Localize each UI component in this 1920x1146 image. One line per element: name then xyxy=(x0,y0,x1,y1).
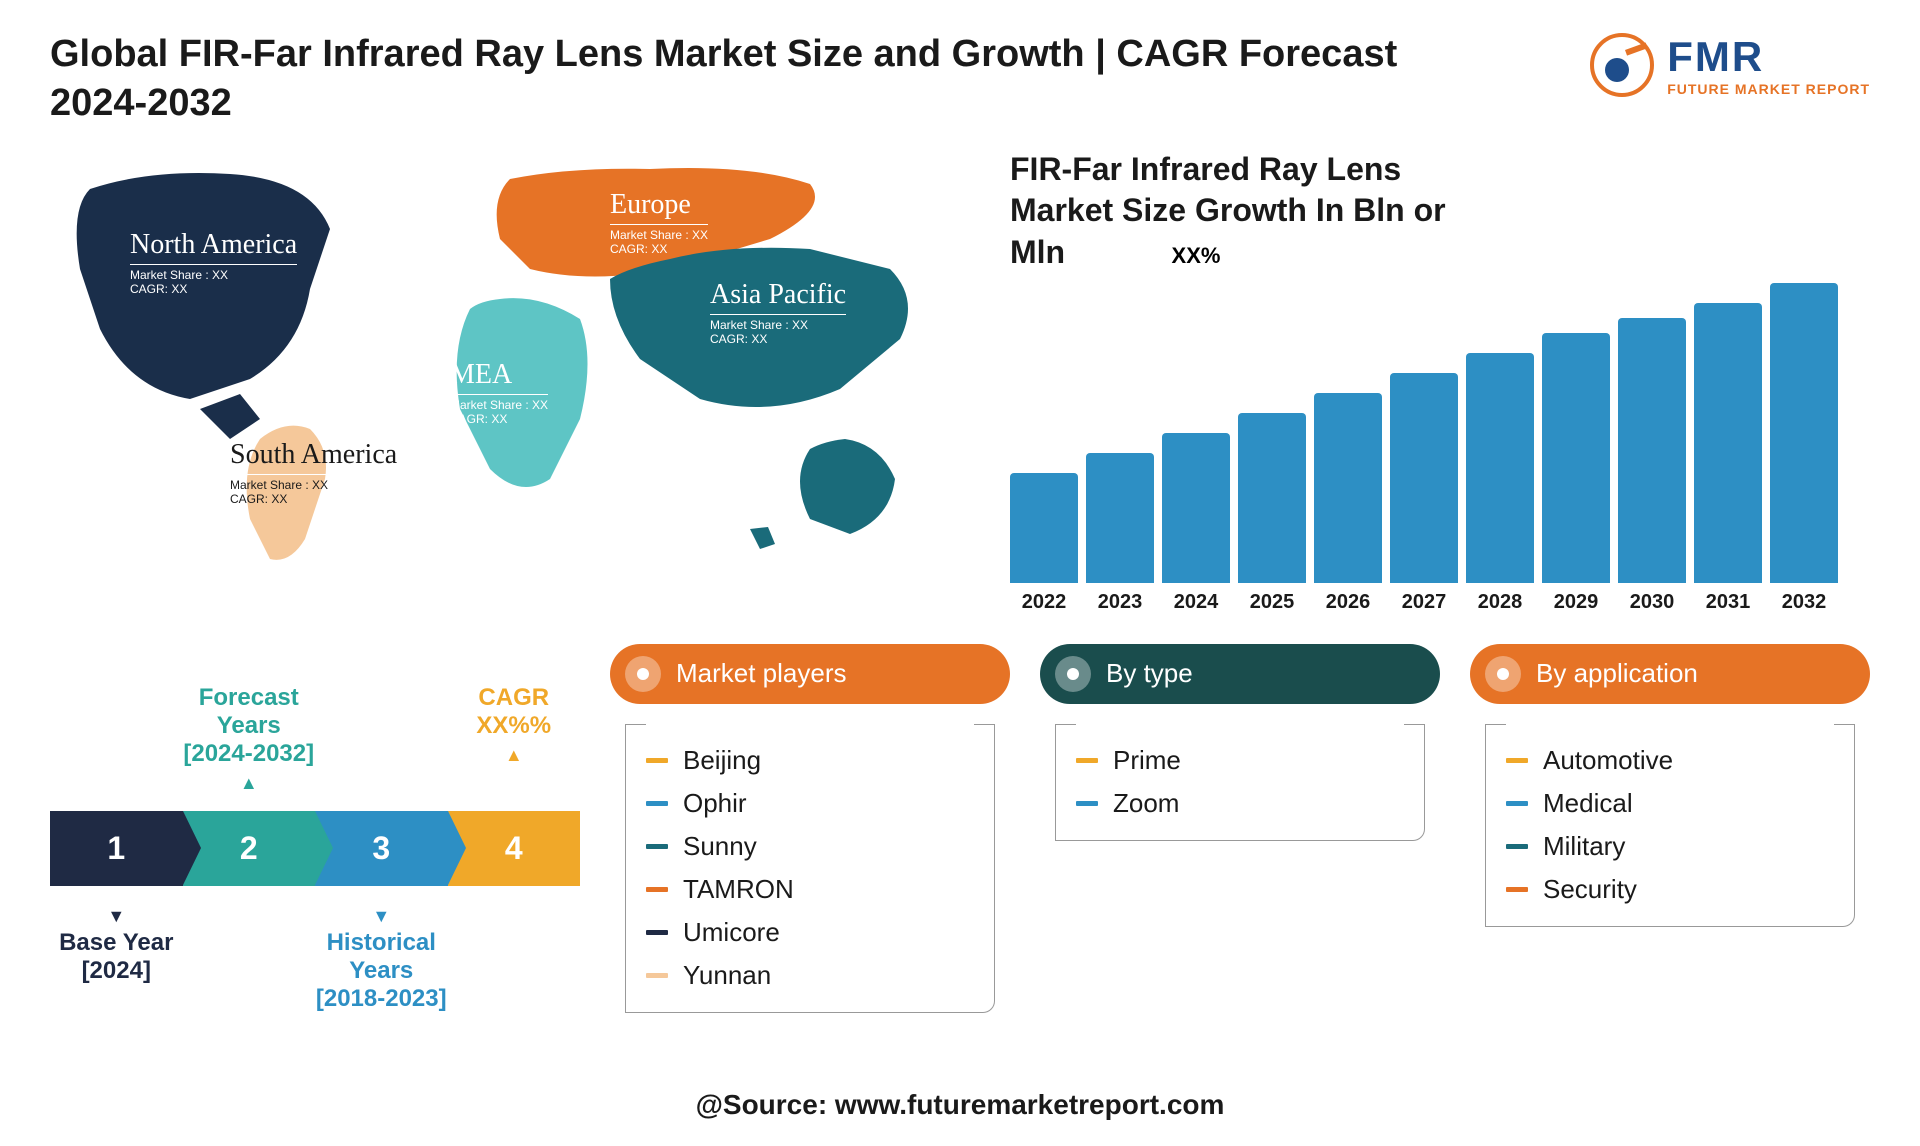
chart-title: FIR-Far Infrared Ray Lens Market Size Gr… xyxy=(1010,149,1460,274)
bar-2030: 2030 xyxy=(1618,318,1686,614)
info-item: Beijing xyxy=(646,739,974,782)
info-item: Prime xyxy=(1076,739,1404,782)
logo-icon xyxy=(1587,30,1657,100)
info-column-by-application: By application AutomotiveMedicalMilitary… xyxy=(1470,644,1870,1013)
info-item: Yunnan xyxy=(646,954,974,997)
timeline-segment-2: 2 xyxy=(183,811,316,886)
region-mea: MEA Market Share : XXCAGR: XX xyxy=(450,359,548,426)
bar-2032: XX%2032 xyxy=(1770,283,1838,614)
column-header: By application xyxy=(1470,644,1870,704)
world-map: North America Market Share : XXCAGR: XX … xyxy=(50,149,970,569)
timeline-bottom-label-0: ▼Base Year[2024] xyxy=(50,901,183,1013)
logo-text-sub: FUTURE MARKET REPORT xyxy=(1667,81,1870,97)
region-asia-pacific: Asia Pacific Market Share : XXCAGR: XX xyxy=(710,279,846,346)
info-item: Sunny xyxy=(646,825,974,868)
timeline-top-label-3: CAGRXX%%▲ xyxy=(448,684,581,796)
bar-2023: 2023 xyxy=(1086,453,1154,614)
region-south-america: South America Market Share : XXCAGR: XX xyxy=(230,439,397,506)
bar-2031: 2031 xyxy=(1694,303,1762,614)
bar-2025: 2025 xyxy=(1238,413,1306,614)
logo-text-main: FMR xyxy=(1667,33,1870,81)
timeline-bottom-label-3 xyxy=(448,901,581,1013)
bar-2022: 2022 xyxy=(1010,473,1078,614)
timeline-segment-4: 4 xyxy=(448,811,581,886)
bar-2027: 2027 xyxy=(1390,373,1458,614)
source-attribution: @Source: www.futuremarketreport.com xyxy=(696,1089,1225,1121)
bar-2026: 2026 xyxy=(1314,393,1382,614)
info-item: Zoom xyxy=(1076,782,1404,825)
bar-2028: 2028 xyxy=(1466,353,1534,614)
region-europe: Europe Market Share : XXCAGR: XX xyxy=(610,189,708,256)
timeline-top-label-2 xyxy=(315,684,448,796)
timeline-bottom-label-1 xyxy=(183,901,316,1013)
info-item: Ophir xyxy=(646,782,974,825)
timeline-segment-1: 1 xyxy=(50,811,183,886)
bars-container: 20222023XX%20242025202620272028202920302… xyxy=(1010,294,1870,614)
bar-2029: 2029 xyxy=(1542,333,1610,614)
column-header: Market players xyxy=(610,644,1010,704)
timeline-top-label-0 xyxy=(50,684,183,796)
region-north-america: North America Market Share : XXCAGR: XX xyxy=(130,229,297,296)
column-header: By type xyxy=(1040,644,1440,704)
fmr-logo: FMR FUTURE MARKET REPORT xyxy=(1587,30,1870,100)
info-item: Military xyxy=(1506,825,1834,868)
info-item: Umicore xyxy=(646,911,974,954)
page-title: Global FIR-Far Infrared Ray Lens Market … xyxy=(50,30,1500,129)
timeline: Forecast Years[2024-2032]▲ CAGRXX%%▲ 1234… xyxy=(50,644,580,1013)
bar-2024: XX%2024 xyxy=(1162,433,1230,614)
timeline-segment-3: 3 xyxy=(315,811,448,886)
info-item: Security xyxy=(1506,868,1834,911)
info-column-market-players: Market players BeijingOphirSunnyTAMRONUm… xyxy=(610,644,1010,1013)
info-list: BeijingOphirSunnyTAMRONUmicoreYunnan xyxy=(625,724,995,1013)
info-item: Automotive xyxy=(1506,739,1834,782)
info-list: PrimeZoom xyxy=(1055,724,1425,841)
info-list: AutomotiveMedicalMilitarySecurity xyxy=(1485,724,1855,927)
info-item: TAMRON xyxy=(646,868,974,911)
info-item: Medical xyxy=(1506,782,1834,825)
timeline-top-label-1: Forecast Years[2024-2032]▲ xyxy=(183,684,316,796)
bar-chart: FIR-Far Infrared Ray Lens Market Size Gr… xyxy=(1010,149,1870,614)
info-column-by-type: By type PrimeZoom xyxy=(1040,644,1440,1013)
timeline-bottom-label-2: ▼Historical Years[2018-2023] xyxy=(315,901,448,1013)
